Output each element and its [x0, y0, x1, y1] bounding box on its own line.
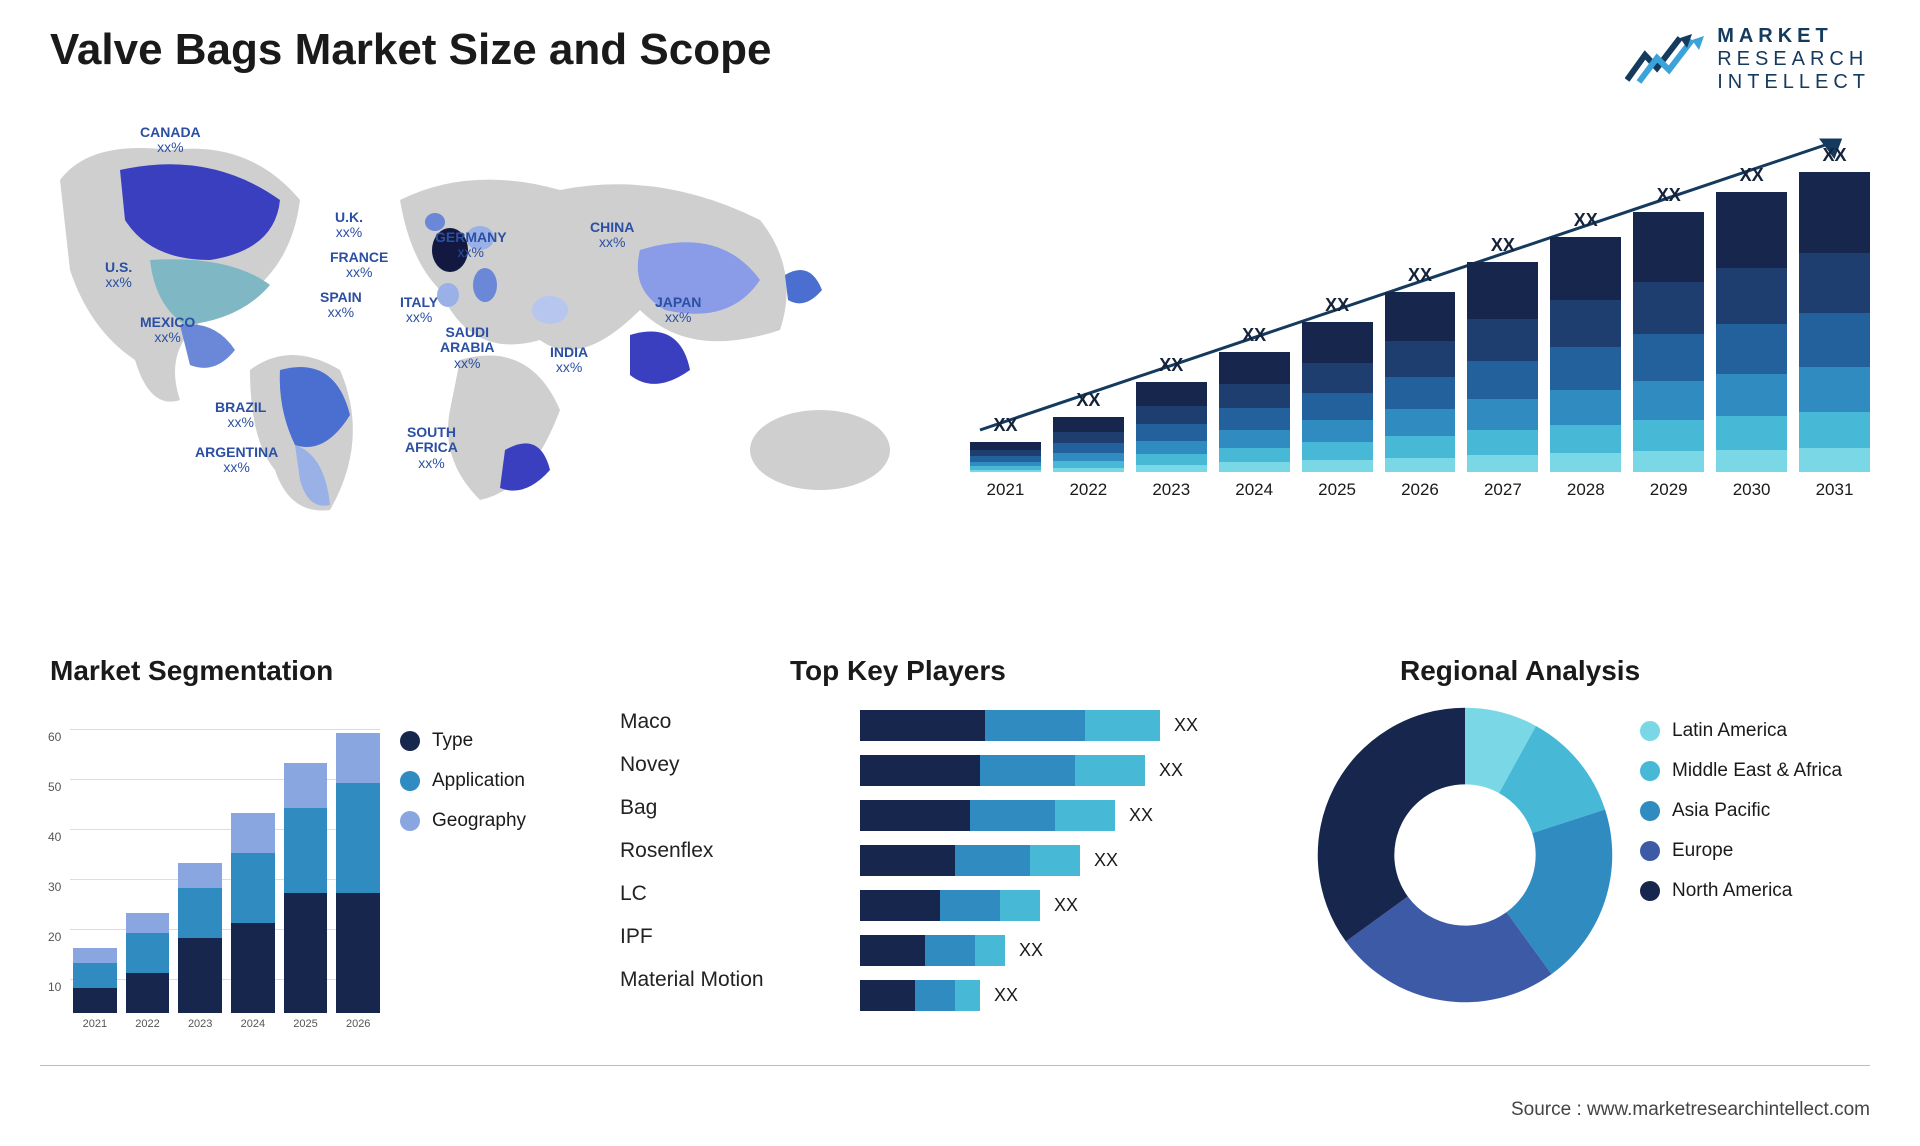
logo-line3: INTELLECT	[1717, 71, 1870, 94]
key-player-name: Bag	[620, 786, 764, 829]
key-player-bar: XX	[860, 710, 1280, 741]
legend-item: Asia Pacific	[1640, 800, 1842, 822]
legend-item: Type	[400, 730, 526, 752]
map-label: INDIAxx%	[550, 345, 588, 376]
key-player-name: Material Motion	[620, 958, 764, 1001]
segmentation-legend: Type Application Geography	[400, 730, 526, 850]
segmentation-bar: 2022	[126, 913, 170, 1030]
map-label: GERMANYxx%	[435, 230, 507, 261]
key-player-bar: XX	[860, 800, 1280, 831]
map-label: SAUDIARABIAxx%	[440, 325, 494, 371]
legend-item: Application	[400, 770, 526, 792]
growth-bar: XX2025	[1302, 295, 1373, 500]
key-player-name: IPF	[620, 915, 764, 958]
segmentation-title: Market Segmentation	[50, 655, 333, 687]
key-player-name: Maco	[620, 700, 764, 743]
brand-logo: MARKET RESEARCH INTELLECT	[1625, 25, 1870, 94]
source-text: Source : www.marketresearchintellect.com	[1511, 1099, 1870, 1121]
growth-bar: XX2022	[1053, 390, 1124, 500]
footer-divider	[40, 1065, 1870, 1066]
donut-slice	[1318, 708, 1465, 942]
growth-chart: XX2021XX2022XX2023XX2024XX2025XX2026XX20…	[960, 130, 1880, 530]
map-label: U.K.xx%	[335, 210, 363, 241]
legend-item: Middle East & Africa	[1640, 760, 1842, 782]
segmentation-bar: 2025	[284, 763, 328, 1030]
key-players-title: Top Key Players	[790, 655, 1006, 687]
key-player-bar: XX	[860, 890, 1280, 921]
growth-bar: XX2023	[1136, 355, 1207, 500]
key-player-name: LC	[620, 872, 764, 915]
segmentation-bar: 2024	[231, 813, 275, 1030]
segmentation-bar: 2021	[73, 948, 117, 1030]
growth-bar: XX2027	[1467, 235, 1538, 500]
key-players-list: MacoNoveyBagRosenflexLCIPFMaterial Motio…	[620, 700, 764, 1001]
legend-item: Latin America	[1640, 720, 1842, 742]
growth-bar: XX2029	[1633, 185, 1704, 500]
map-label: BRAZILxx%	[215, 400, 266, 431]
map-label: ARGENTINAxx%	[195, 445, 278, 476]
regional-legend: Latin America Middle East & Africa Asia Pa…	[1640, 720, 1842, 920]
growth-bar: XX2028	[1550, 210, 1621, 500]
key-players-chart: XX XX XX XX XX XX XX	[860, 710, 1280, 1025]
map-label: CANADAxx%	[140, 125, 201, 156]
key-player-bar: XX	[860, 755, 1280, 786]
map-label: SPAINxx%	[320, 290, 362, 321]
map-label: MEXICOxx%	[140, 315, 195, 346]
key-player-name: Rosenflex	[620, 829, 764, 872]
growth-bar: XX2026	[1385, 265, 1456, 500]
legend-item: North America	[1640, 880, 1842, 902]
world-map: CANADAxx% U.S.xx% MEXICOxx% BRAZILxx% ARGENT…	[40, 110, 920, 520]
segmentation-bar: 2026	[336, 733, 380, 1030]
growth-bar: XX2030	[1716, 165, 1787, 500]
growth-bar: XX2021	[970, 415, 1041, 500]
legend-item: Europe	[1640, 840, 1842, 862]
key-player-name: Novey	[620, 743, 764, 786]
segmentation-chart: 102030405060 202120222023202420252026	[40, 700, 380, 1060]
logo-line2: RESEARCH	[1717, 48, 1870, 71]
segmentation-bar: 2023	[178, 863, 222, 1030]
legend-item: Geography	[400, 810, 526, 832]
key-player-bar: XX	[860, 935, 1280, 966]
growth-bar: XX2031	[1799, 145, 1870, 500]
map-label: CHINAxx%	[590, 220, 634, 251]
key-player-bar: XX	[860, 980, 1280, 1011]
map-label: U.S.xx%	[105, 260, 132, 291]
map-label: JAPANxx%	[655, 295, 701, 326]
logo-icon	[1625, 30, 1705, 90]
key-player-bar: XX	[860, 845, 1280, 876]
map-label: FRANCExx%	[330, 250, 388, 281]
page-title: Valve Bags Market Size and Scope	[50, 25, 771, 75]
map-label: ITALYxx%	[400, 295, 438, 326]
map-label: SOUTHAFRICAxx%	[405, 425, 458, 471]
logo-line1: MARKET	[1717, 25, 1870, 48]
growth-bar: XX2024	[1219, 325, 1290, 500]
regional-title: Regional Analysis	[1400, 655, 1640, 687]
regional-donut	[1310, 700, 1620, 1010]
